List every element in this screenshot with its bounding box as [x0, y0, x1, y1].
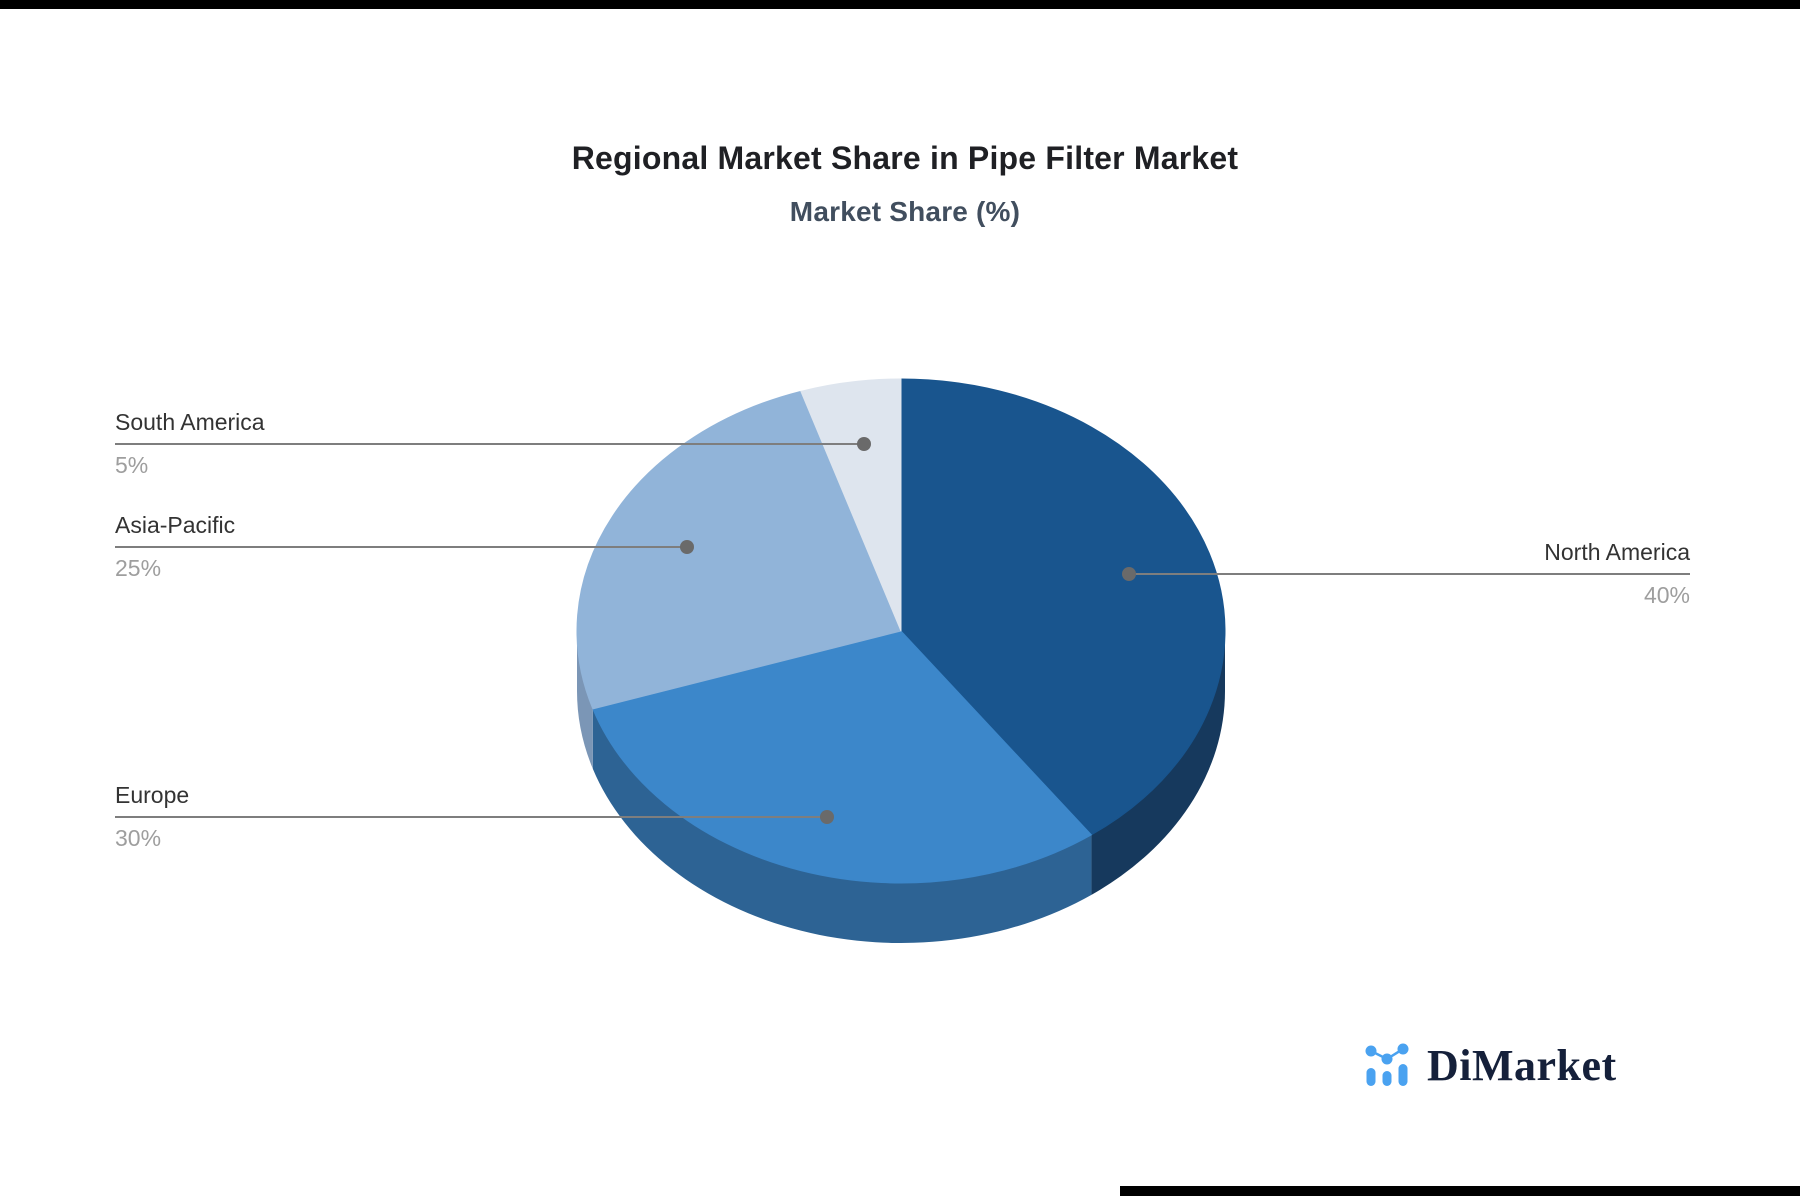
brand-logo-text: DiMarket [1427, 1041, 1617, 1090]
leader-dot-south-america [857, 437, 871, 451]
pie-slice-south-america[interactable] [800, 378, 902, 632]
pie-slice-north-america[interactable] [900, 378, 1226, 836]
label-south-america: South America [115, 409, 265, 435]
chart-title: Regional Market Share in Pipe Filter Mar… [571, 140, 1239, 176]
chart-subtitle: Market Share (%) [789, 196, 1021, 227]
pie-slice-europe[interactable] [592, 630, 1093, 884]
label-asia-pacific: Asia-Pacific [115, 512, 236, 538]
screen-edge-artifact-top [0, 0, 1800, 9]
pie-slice-side-north-america [1091, 631, 1225, 895]
pie-slice-side-europe [592, 708, 1092, 943]
leader-dot-north-america [1122, 567, 1136, 581]
value-europe: 30% [115, 825, 162, 851]
leader-dot-asia-pacific [680, 540, 694, 554]
label-europe: Europe [115, 782, 190, 808]
pie-slice-side-asia-pacific [577, 631, 593, 769]
screen-edge-artifact-bottom [1120, 1186, 1800, 1196]
pie-slices [576, 378, 1226, 884]
leader-lines [115, 437, 1690, 824]
value-north-america: 40% [1643, 582, 1690, 608]
pie-slice-asia-pacific[interactable] [576, 390, 902, 710]
brand-logo: DiMarket [1363, 1042, 1617, 1090]
value-south-america: 5% [115, 452, 149, 478]
pie-depth-sides [577, 631, 1225, 943]
bar-line-chart-icon [1365, 1043, 1409, 1086]
label-north-america: North America [1544, 539, 1690, 565]
value-asia-pacific: 25% [115, 555, 162, 581]
leader-dot-europe [820, 810, 834, 824]
